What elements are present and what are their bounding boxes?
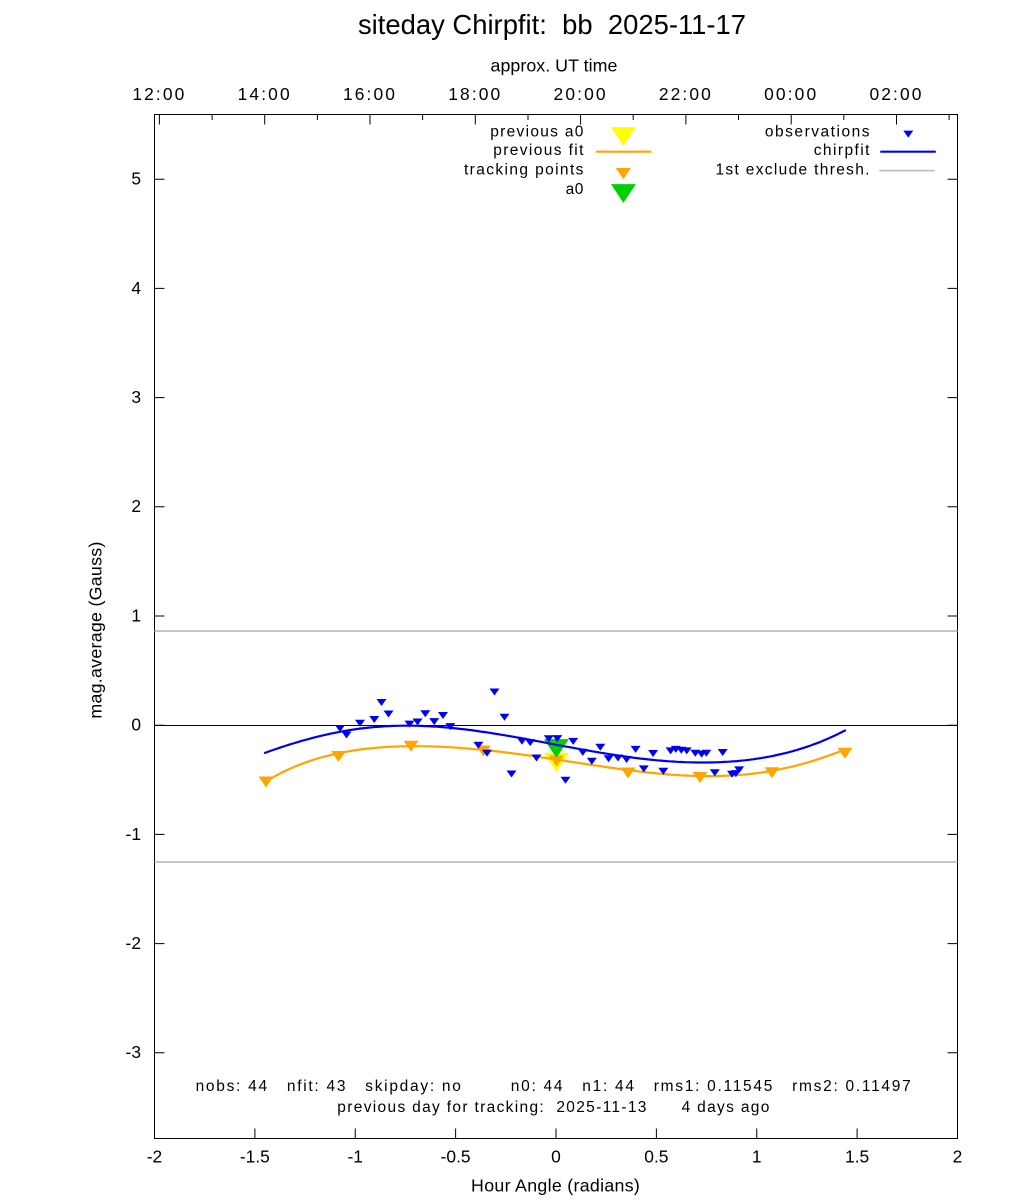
svg-text:chirpfit: chirpfit	[814, 142, 871, 159]
svg-text:siteday Chirpfit: bb 2025-11: siteday Chirpfit: bb 2025-11-17	[358, 9, 746, 40]
svg-text:previous day for tracking: 20: previous day for tracking: 2025-11-13 4 …	[337, 1099, 770, 1116]
svg-text:nobs: 44 nfit: 43 skipday:: nobs: 44 nfit: 43 skipday: no n0: 44 n1:…	[196, 1078, 913, 1095]
svg-text:1: 1	[131, 605, 141, 625]
svg-text:0.5: 0.5	[644, 1147, 668, 1167]
svg-text:0: 0	[131, 715, 141, 735]
svg-text:tracking points: tracking points	[464, 162, 585, 179]
svg-text:0: 0	[551, 1147, 561, 1167]
svg-text:1st exclude thresh.: 1st exclude thresh.	[715, 162, 870, 179]
svg-text:3: 3	[131, 387, 141, 407]
svg-text:-1.5: -1.5	[240, 1147, 270, 1167]
svg-text:5: 5	[131, 169, 141, 189]
svg-text:-3: -3	[126, 1042, 141, 1062]
svg-text:02:00: 02:00	[869, 84, 923, 104]
svg-text:a0: a0	[566, 181, 584, 198]
svg-text:00:00: 00:00	[764, 84, 818, 104]
svg-text:-2: -2	[126, 933, 141, 953]
svg-text:1: 1	[752, 1147, 762, 1167]
svg-text:20:00: 20:00	[554, 84, 608, 104]
svg-text:observations: observations	[765, 123, 871, 140]
svg-text:2: 2	[131, 496, 141, 516]
svg-text:approx. UT time: approx. UT time	[491, 56, 618, 76]
svg-text:1.5: 1.5	[845, 1147, 869, 1167]
svg-text:-0.5: -0.5	[441, 1147, 471, 1167]
svg-text:-1: -1	[348, 1147, 363, 1167]
svg-text:14:00: 14:00	[238, 84, 292, 104]
svg-text:2: 2	[953, 1147, 963, 1167]
svg-text:previous fit: previous fit	[493, 142, 585, 159]
svg-text:22:00: 22:00	[659, 84, 713, 104]
svg-text:4: 4	[131, 278, 141, 298]
svg-text:12:00: 12:00	[132, 84, 186, 104]
svg-text:-2: -2	[147, 1147, 162, 1167]
svg-text:-1: -1	[126, 824, 141, 844]
svg-text:18:00: 18:00	[448, 84, 502, 104]
svg-text:mag.average (Gauss): mag.average (Gauss)	[86, 541, 106, 718]
svg-text:previous a0: previous a0	[490, 123, 584, 140]
svg-text:16:00: 16:00	[343, 84, 397, 104]
svg-text:Hour Angle (radians): Hour Angle (radians)	[471, 1175, 640, 1195]
